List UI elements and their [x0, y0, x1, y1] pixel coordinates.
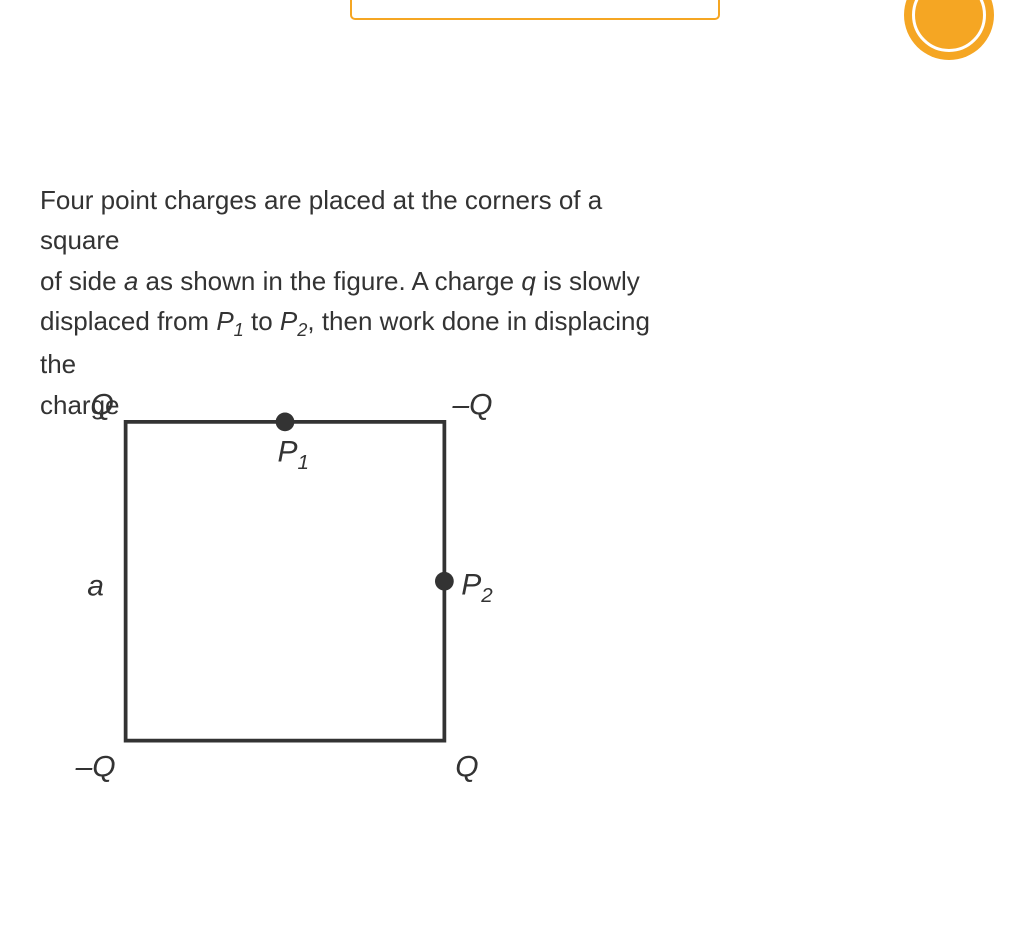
point-p1 [276, 413, 295, 432]
side-var: a [124, 266, 138, 296]
q-line2b: as shown in the figure. A charge [138, 266, 521, 296]
p1-main: P [216, 306, 233, 336]
p2-sub: 2 [297, 320, 307, 340]
q-line1: Four point charges are placed at the cor… [40, 185, 602, 255]
badge-circle[interactable] [904, 0, 994, 60]
top-bar [0, 0, 1024, 60]
top-input-box[interactable] [350, 0, 720, 20]
p1-label: P1 [278, 435, 309, 474]
diagram-container: Q –Q –Q Q a P1 P2 [60, 360, 510, 840]
square-shape [126, 422, 445, 741]
p2-label: P2 [461, 568, 493, 607]
corner-bottom-right: Q [455, 750, 478, 783]
p2-label-main: P [461, 568, 481, 601]
side-label: a [87, 569, 104, 602]
charge-var: q [521, 266, 535, 296]
p2-main: P [280, 306, 297, 336]
corner-top-left: Q [91, 388, 114, 421]
q-line3a: displaced from [40, 306, 216, 336]
diagram-svg: Q –Q –Q Q a P1 P2 [60, 360, 510, 840]
corner-top-right: –Q [451, 388, 492, 421]
corner-bottom-left: –Q [75, 750, 116, 783]
q-line2a: of side [40, 266, 124, 296]
p1-sub: 1 [234, 320, 244, 340]
p1-label-sub: 1 [298, 451, 309, 474]
q-line3b: to [244, 306, 280, 336]
p2-label-sub: 2 [480, 584, 493, 607]
p1-label-main: P [278, 435, 298, 468]
point-p2 [435, 572, 454, 591]
q-line2c: is slowly [536, 266, 640, 296]
badge-inner [912, 0, 986, 52]
